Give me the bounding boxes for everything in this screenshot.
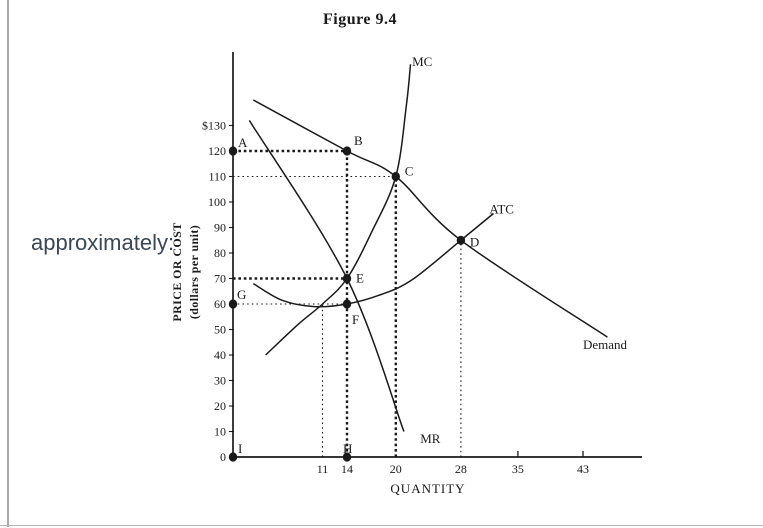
- point-dot-A: [228, 146, 238, 156]
- y-tick-label-30: 30: [214, 374, 226, 388]
- point-label-F: F: [352, 312, 359, 327]
- curve-atc: [252, 212, 494, 308]
- y-tick-label-40: 40: [214, 348, 226, 362]
- point-dot-F: [342, 299, 352, 309]
- point-label-E: E: [356, 271, 364, 286]
- curve-label-atc: ATC: [489, 202, 514, 217]
- x-tick-label-28: 28: [455, 462, 467, 476]
- y-tick-label-60: 60: [214, 297, 226, 311]
- y-tick-label-90: 90: [214, 221, 226, 235]
- point-dot-E: [342, 273, 352, 284]
- point-dot-H: [342, 452, 352, 462]
- x-tick-label-20: 20: [390, 462, 402, 476]
- question-fragment-text: approximately:: [31, 230, 175, 255]
- point-dot-C: [391, 171, 400, 182]
- curve-demand: [252, 99, 608, 338]
- y-tick-label-20: 20: [214, 399, 226, 413]
- x-axis-label: QUANTITY: [390, 481, 466, 496]
- point-dot-I: [228, 452, 238, 462]
- curve-label-mr: MR: [420, 431, 441, 446]
- x-tick-label-43: 43: [577, 462, 589, 476]
- curve-label-demand: Demand: [583, 337, 628, 352]
- page-bottom-border: [0, 525, 763, 526]
- y-tick-label-110: 110: [208, 170, 226, 184]
- y-axis-label-line1: PRICE OR COST: [170, 222, 184, 322]
- y-axis-label-line2: (dollars per unit): [187, 224, 201, 320]
- curve-mc: [265, 64, 412, 356]
- y-tick-label-50: 50: [214, 323, 226, 337]
- point-dot-B: [342, 146, 352, 156]
- y-tick-label-130: $130: [202, 119, 226, 133]
- point-label-G: G: [237, 287, 246, 302]
- point-label-H: H: [343, 441, 352, 456]
- y-tick-label-80: 80: [214, 246, 226, 260]
- point-label-I: I: [238, 441, 242, 456]
- point-dot-G: [228, 299, 238, 309]
- y-tick-label-100: 100: [208, 195, 226, 209]
- figure-title: Figure 9.4: [322, 11, 398, 28]
- y-tick-label-70: 70: [214, 272, 226, 286]
- point-label-C: C: [405, 164, 414, 179]
- y-tick-label-0: 0: [220, 450, 226, 464]
- point-label-B: B: [354, 133, 363, 148]
- x-tick-label-11: 11: [317, 462, 329, 476]
- y-tick-label-10: 10: [214, 425, 226, 439]
- page-left-border: [7, 0, 9, 527]
- x-tick-label-35: 35: [512, 462, 524, 476]
- curve-label-mc: MC: [412, 54, 432, 69]
- point-label-A: A: [238, 135, 248, 150]
- point-label-D: D: [470, 234, 479, 249]
- x-tick-label-14: 14: [341, 462, 353, 476]
- point-dot-D: [456, 235, 466, 245]
- y-tick-label-120: 120: [208, 144, 226, 158]
